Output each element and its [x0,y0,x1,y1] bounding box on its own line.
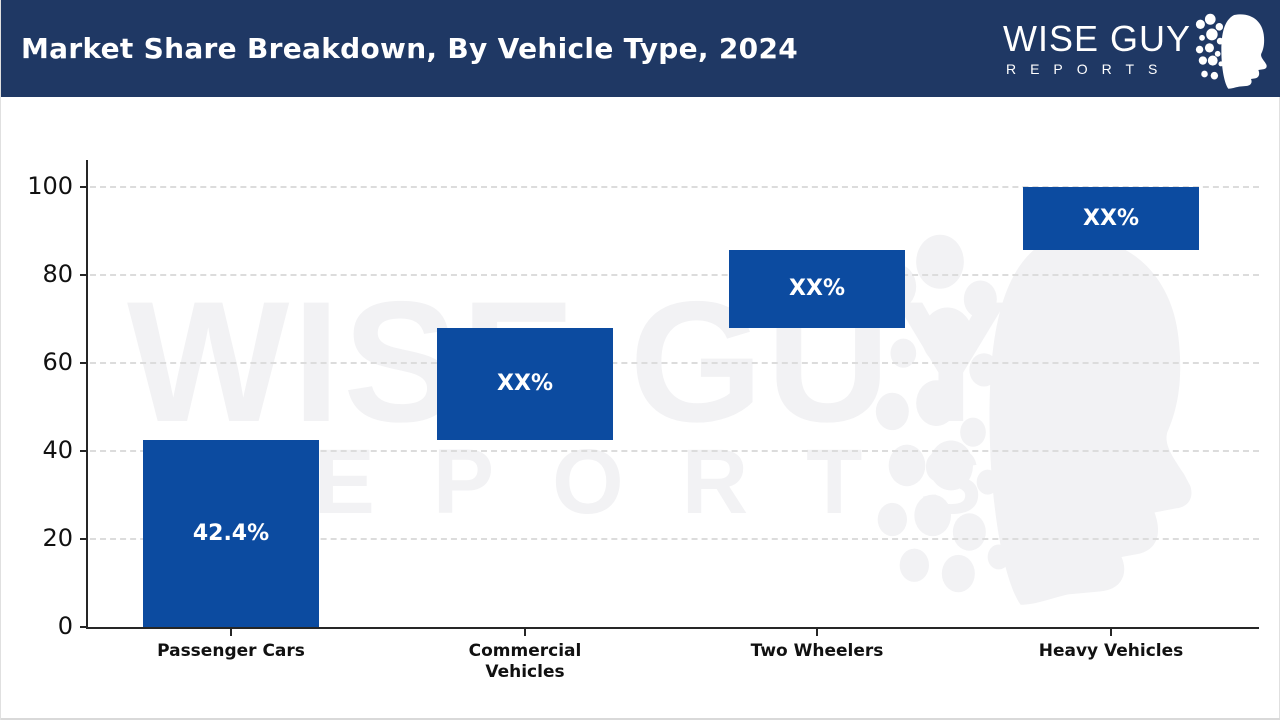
y-axis-tick-100 [80,185,87,188]
page-title: Market Share Breakdown, By Vehicle Type,… [21,32,799,65]
y-tick-label-0: 0 [57,612,73,640]
x-category-label-commercial: Commercial Vehicles [468,641,582,682]
logo-wordmark-line1: WISE GUY [1002,18,1191,59]
x-category-label-passenger-cars: Passenger Cars [157,641,305,661]
y-axis-tick-60 [80,361,87,364]
x-axis-line [86,627,1259,629]
bar-value-label-two-wheelers: XX% [789,276,845,302]
x-category-label-heavy-vehicles: Heavy Vehicles [1038,641,1184,661]
bar-value-label-heavy-vehicles: XX% [1083,206,1139,232]
x-axis-tick-3 [816,629,818,636]
logo-head-dots-icon [1195,13,1267,89]
gridline-40 [90,449,1259,452]
logo-wordmark: WISE GUY REPORTS [1002,18,1191,78]
bar-two-wheelers: XX% [729,250,905,328]
x-axis-tick-1 [230,629,232,636]
y-axis-tick-40 [80,449,87,452]
bar-value-label-commercial-vehicles: XX% [497,371,553,397]
gridline-80 [90,273,1259,276]
x-axis-tick-4 [1110,629,1112,636]
bar-commercial-vehicles: XX% [437,327,613,441]
header-bar: Market Share Breakdown, By Vehicle Type,… [1,0,1280,97]
bar-passenger-cars: 42.4% [143,440,319,627]
brand-logo: WISE GUY REPORTS [1003,6,1269,94]
y-tick-label-80: 80 [42,259,73,288]
y-tick-label-20: 20 [42,523,73,552]
bar-value-label-passenger-cars: 42.4% [192,521,270,547]
gridline-100 [90,185,1259,188]
y-axis-line [86,160,88,629]
logo-wordmark-line2: REPORTS [1005,61,1172,77]
watermark-head-dots-icon [875,234,1192,605]
bottom-divider [1,718,1280,720]
x-category-label-two-wheelers: Two Wheelers [750,641,884,661]
y-tick-label-60: 60 [42,347,73,376]
gridline-60 [90,361,1259,364]
y-axis-tick-0 [80,626,87,628]
y-axis-tick-20 [80,537,87,540]
y-tick-label-100: 100 [27,171,73,200]
y-axis-tick-80 [80,273,87,276]
bar-heavy-vehicles: XX% [1023,186,1199,251]
gridline-20 [90,537,1259,540]
y-tick-label-40: 40 [42,435,73,464]
x-axis-tick-2 [524,629,526,636]
